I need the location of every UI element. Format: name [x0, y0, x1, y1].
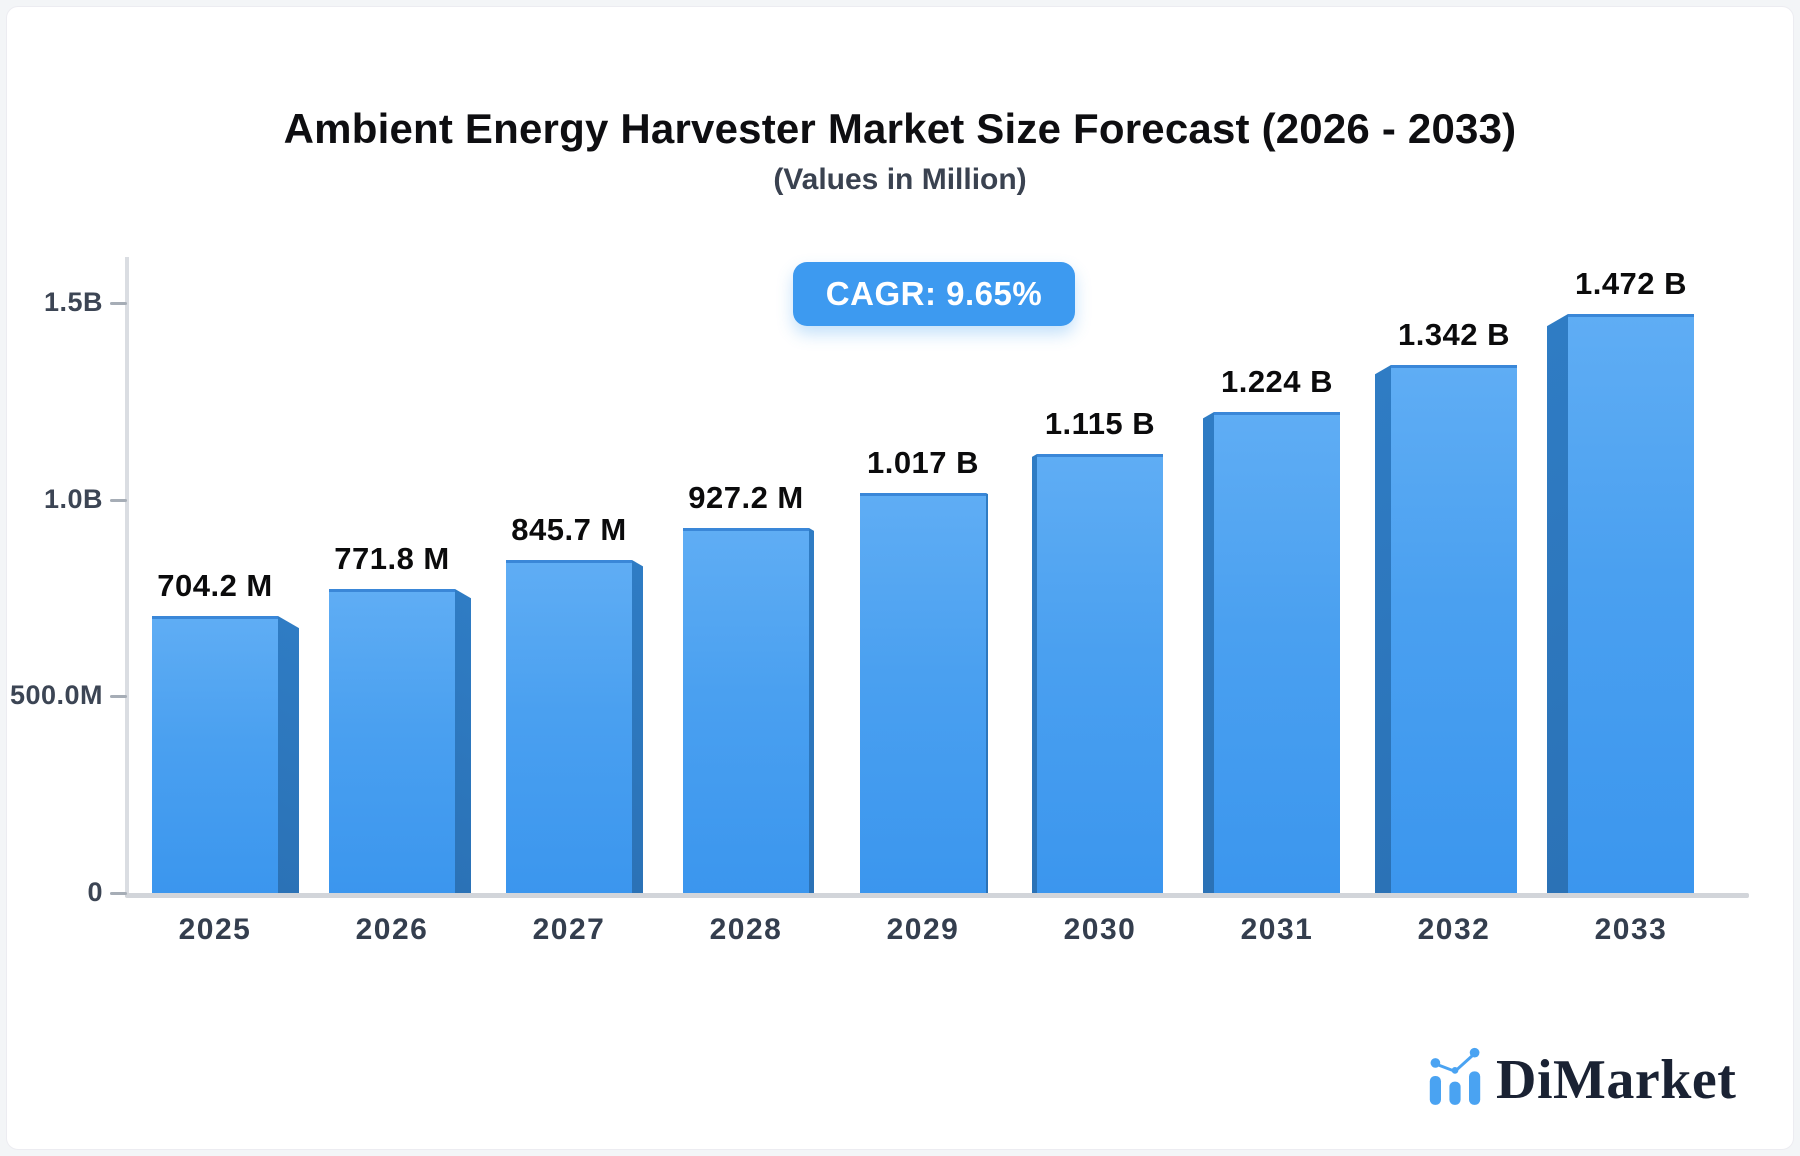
bar-2028: 927.2 M: [683, 480, 814, 893]
bar-value-label: 1.017 B: [866, 445, 980, 480]
bar-2030: 1.115 B: [1032, 406, 1163, 893]
cagr-badge-label: CAGR: 9.65%: [825, 275, 1043, 312]
x-axis-year-label: 2028: [709, 913, 783, 946]
bar-front-face: [506, 560, 632, 893]
x-axis-year-label: 2033: [1594, 913, 1668, 946]
y-axis-tick-label: 500.0M: [9, 680, 103, 710]
bar-front-face: [1037, 454, 1163, 893]
brand-name: DiMarket: [1496, 1049, 1737, 1112]
cagr-badge: CAGR: 9.65%: [793, 262, 1075, 326]
bar-front-face: [1568, 314, 1694, 893]
bar-value-label: 927.2 M: [688, 480, 804, 515]
bar-value-label: 1.472 B: [1574, 266, 1688, 301]
bar-value-label: 1.224 B: [1220, 364, 1334, 399]
x-axis-year-label: 2025: [178, 913, 252, 946]
x-axis-year-label: 2026: [355, 913, 429, 946]
y-axis-tick-mark: [110, 695, 127, 698]
y-axis-tick-label: 1.0B: [43, 484, 103, 514]
bar-2032: 1.342 B: [1375, 317, 1517, 893]
bar-value-label: 771.8 M: [334, 541, 450, 576]
bar-front-face: [683, 528, 809, 893]
x-axis-year-label: 2031: [1240, 913, 1314, 946]
bar-side-face: [1547, 314, 1568, 893]
bar-value-label: 1.115 B: [1044, 406, 1156, 441]
y-axis-tick-mark: [110, 892, 127, 895]
bar-value-label: 1.342 B: [1397, 317, 1511, 352]
bar-side-face: [1375, 365, 1391, 893]
bar-side-face: [632, 560, 643, 893]
chart-card: Ambient Energy Harvester Market Size For…: [6, 6, 1794, 1150]
bar-front-face: [329, 589, 455, 893]
y-axis-tick-mark: [110, 302, 127, 305]
bar-side-face: [278, 616, 299, 893]
x-axis-year-label: 2032: [1417, 913, 1491, 946]
bars-layer: 704.2 M 771.8 M 845.7 M 927.2 M 1.017 B 1.115…: [7, 7, 1800, 893]
bar-front-face: [860, 493, 986, 893]
y-axis-line: [125, 257, 129, 897]
bar-side-face: [986, 493, 988, 893]
bar-side-face: [1203, 412, 1214, 893]
bar-side-face: [455, 589, 471, 893]
x-axis-line: [125, 893, 1749, 898]
brand-logo: DiMarket: [1427, 1045, 1737, 1112]
bar-chart-logo-icon: [1429, 1047, 1481, 1105]
bar-front-face: [1391, 365, 1517, 893]
bar-value-label: 704.2 M: [157, 568, 273, 603]
y-axis-tick-label: 1.5B: [43, 287, 103, 317]
y-axis-tick-label: 0: [87, 877, 103, 907]
bar-2029: 1.017 B: [860, 445, 988, 893]
bar-side-face: [809, 528, 814, 893]
bar-2031: 1.224 B: [1203, 364, 1340, 893]
chart-area: 704.2 M 771.8 M 845.7 M 927.2 M 1.017 B 1.115…: [7, 7, 1793, 1149]
bar-2027: 845.7 M: [506, 512, 643, 893]
x-axis-year-label: 2027: [532, 913, 606, 946]
y-axis-tick-mark: [110, 499, 127, 502]
bar-2026: 771.8 M: [329, 541, 471, 893]
page-subtitle: (Values in Million): [773, 163, 1027, 196]
bar-value-label: 845.7 M: [511, 512, 627, 547]
x-axis-year-label: 2029: [886, 913, 960, 946]
bar-2033: 1.472 B: [1547, 266, 1694, 893]
bar-front-face: [1214, 412, 1340, 893]
x-axis-year-label: 2030: [1063, 913, 1137, 946]
bar-2025: 704.2 M: [152, 568, 299, 893]
bar-front-face: [152, 616, 278, 893]
page-title: Ambient Energy Harvester Market Size For…: [283, 105, 1517, 152]
